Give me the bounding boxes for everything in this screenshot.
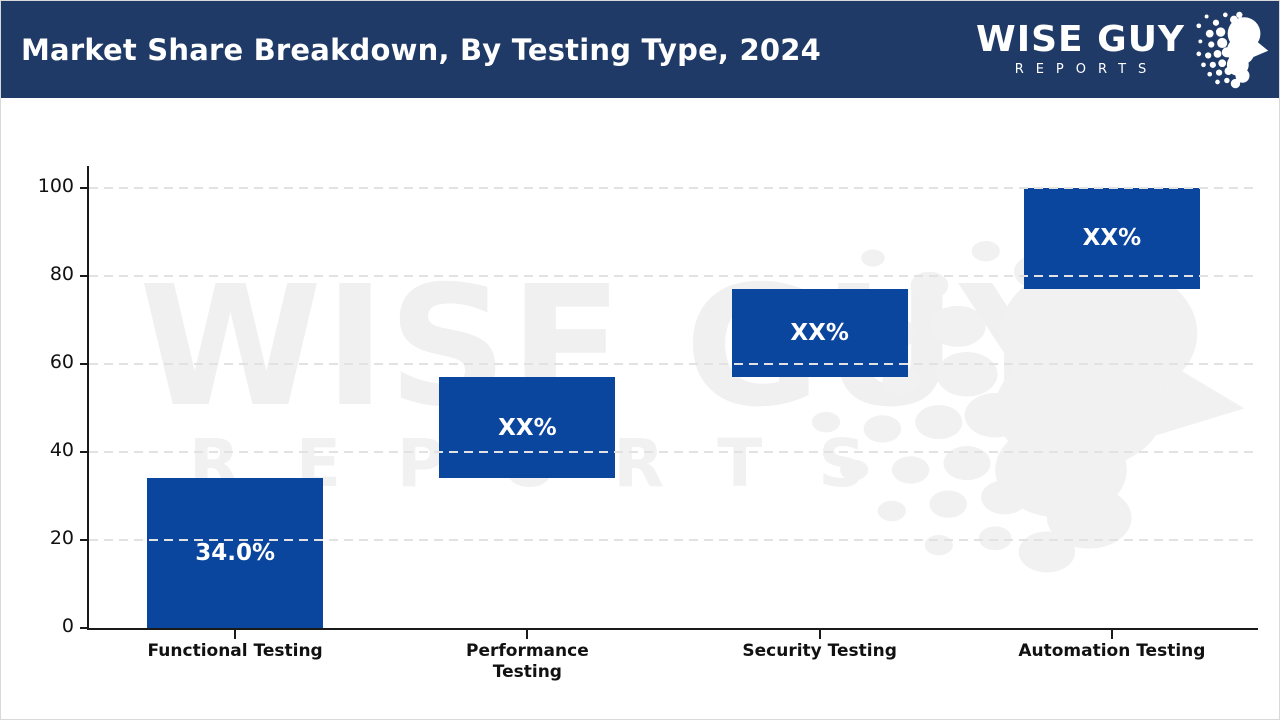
page-title: Market Share Breakdown, By Testing Type,… bbox=[21, 32, 821, 67]
y-axis bbox=[87, 166, 89, 630]
logo-wordmark: WISE GUY bbox=[975, 19, 1185, 60]
gridline bbox=[89, 362, 1258, 365]
logo-text: WISE GUY REPORTS bbox=[975, 19, 1185, 78]
bar-value-label: XX% bbox=[790, 319, 849, 346]
y-tick-mark bbox=[80, 450, 89, 453]
y-tick-label: 80 bbox=[49, 262, 74, 285]
y-tick-mark bbox=[80, 274, 89, 277]
y-tick-mark bbox=[80, 362, 89, 365]
x-tick-mark bbox=[818, 630, 821, 639]
bar-segment bbox=[731, 288, 908, 377]
x-category-label: Security Testing bbox=[742, 641, 897, 661]
logo-subtitle: REPORTS bbox=[1014, 62, 1159, 77]
gridline bbox=[89, 450, 1258, 453]
gridline bbox=[89, 274, 1258, 277]
logo: WISE GUY REPORTS bbox=[976, 7, 1269, 93]
x-tick-mark bbox=[234, 630, 237, 639]
x-category-label: Functional Testing bbox=[147, 641, 323, 661]
y-tick-label: 60 bbox=[49, 350, 74, 373]
bar-value-label: 34.0% bbox=[195, 540, 276, 567]
y-tick-label: 0 bbox=[61, 615, 74, 637]
header: Market Share Breakdown, By Testing Type,… bbox=[1, 1, 1279, 98]
y-tick-label: 100 bbox=[37, 174, 74, 197]
bar-segment bbox=[1023, 187, 1200, 289]
bar-value-label: XX% bbox=[498, 414, 557, 441]
dotted-face-profile-icon bbox=[1196, 11, 1269, 88]
y-tick-mark bbox=[80, 627, 89, 629]
x-category-label: Automation Testing bbox=[1018, 641, 1206, 661]
y-tick-mark bbox=[80, 538, 89, 541]
gridline bbox=[89, 538, 1258, 541]
y-tick-label: 40 bbox=[49, 438, 74, 461]
y-tick-label: 20 bbox=[49, 526, 74, 549]
bar-segment bbox=[147, 478, 324, 628]
x-axis bbox=[87, 628, 1258, 630]
x-category-label: Performance Testing bbox=[466, 641, 589, 682]
gridline bbox=[89, 186, 1258, 189]
y-tick-mark bbox=[80, 186, 89, 189]
x-tick-mark bbox=[526, 630, 529, 639]
bar-segment bbox=[439, 376, 616, 479]
x-tick-mark bbox=[1110, 630, 1113, 639]
bar-value-label: XX% bbox=[1082, 225, 1142, 252]
